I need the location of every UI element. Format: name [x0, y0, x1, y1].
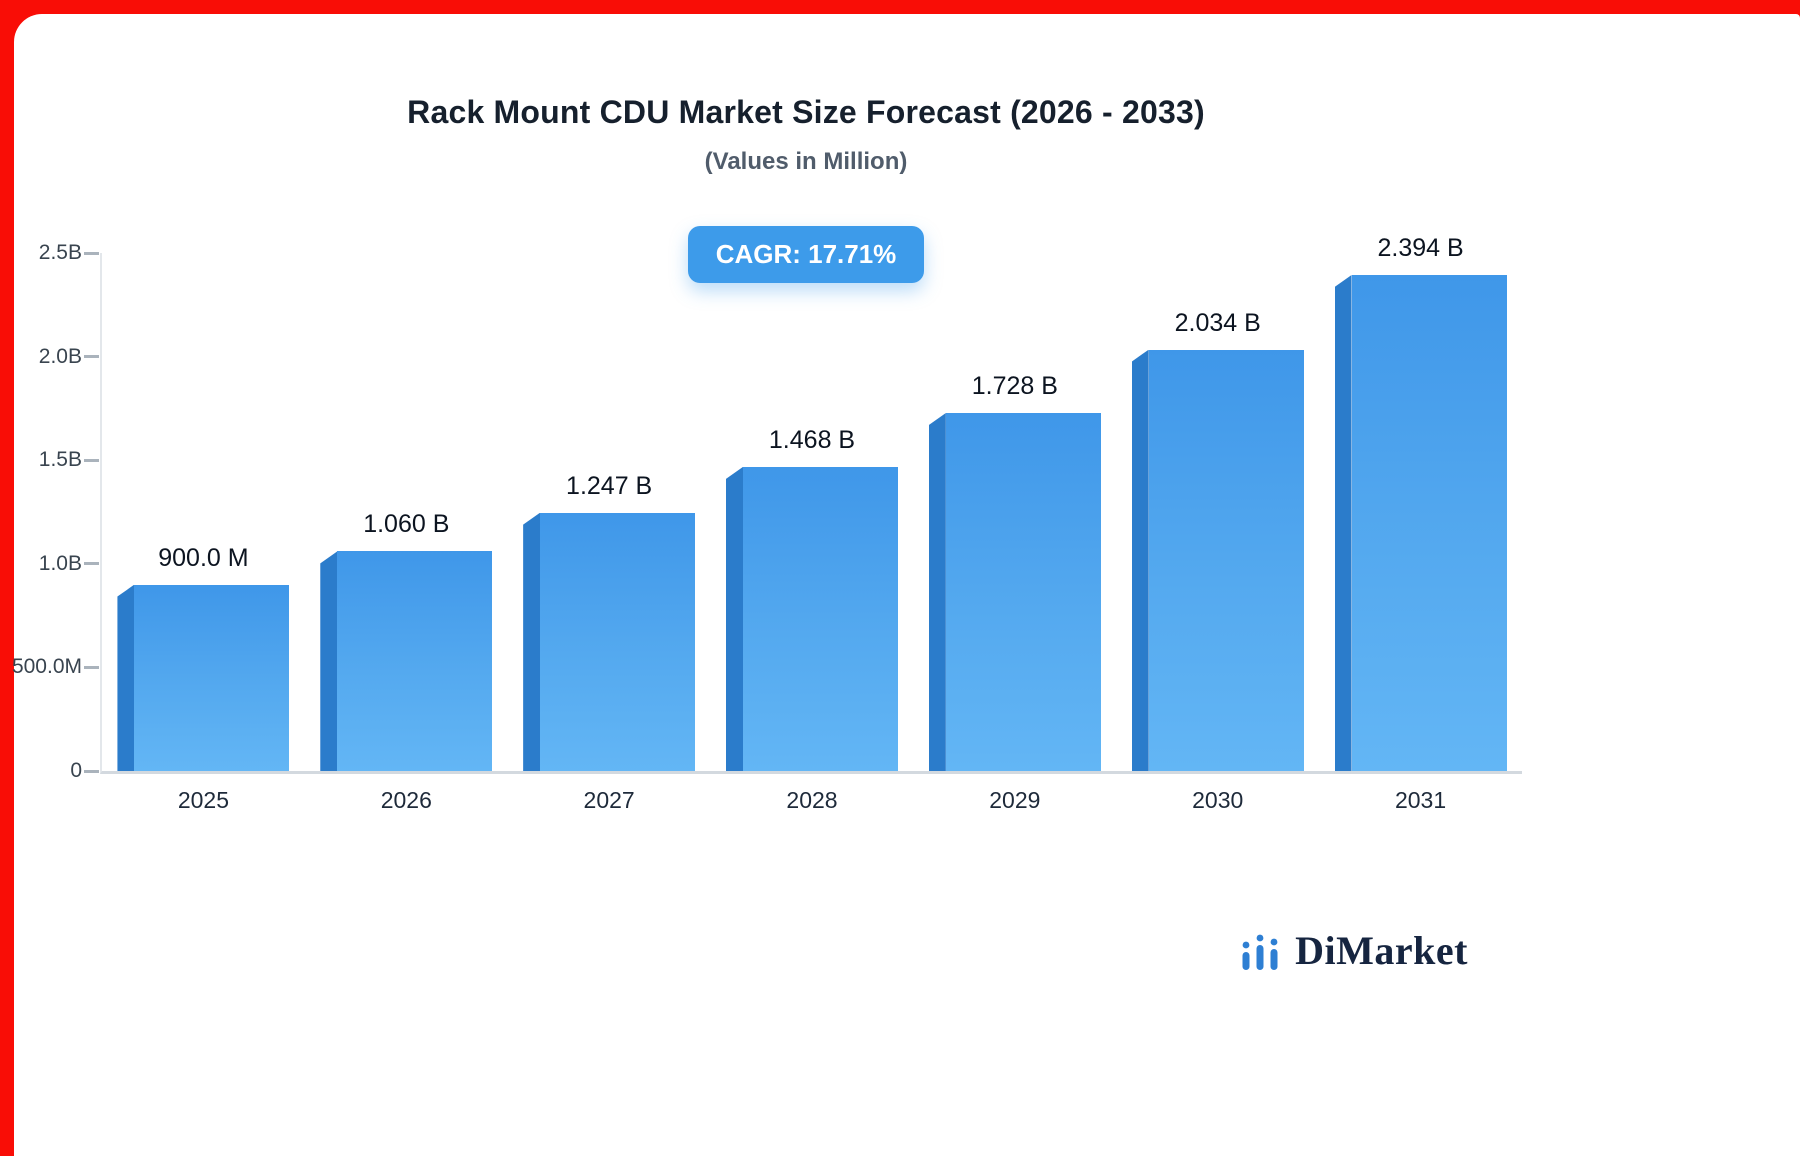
x-axis-label: 2027 — [583, 787, 635, 813]
bar-2030[interactable]: 2.034 B — [1131, 309, 1304, 771]
bar-front-face — [1351, 274, 1507, 771]
y-axis-tick-mark — [84, 251, 99, 255]
x-axis-label: 2025 — [177, 787, 230, 813]
cagr-badge: CAGR: 17.71% — [687, 226, 925, 283]
bar-front-face — [1148, 349, 1304, 771]
y-axis-tick-label: 0 — [70, 759, 82, 782]
x-axis-label: 2030 — [1192, 787, 1244, 813]
cagr-badge-row: CAGR: 17.71% — [14, 226, 1598, 283]
bar-value-label: 2.394 B — [1377, 233, 1464, 262]
bar-side-face — [1334, 274, 1352, 771]
bar-value-label: 1.468 B — [768, 425, 856, 454]
bar-value-label: 1.060 B — [363, 510, 450, 539]
bar-side-face — [320, 551, 338, 771]
bar-side-face — [928, 412, 946, 771]
bar-2026[interactable]: 1.060 B — [320, 510, 493, 771]
y-axis-tick-mark — [84, 562, 99, 566]
bar-value-label: 1.247 B — [566, 471, 653, 500]
x-axis-label: 2028 — [786, 787, 838, 813]
brand-logo: DiMarket — [1237, 927, 1468, 974]
plot-area: 0 500.0M 1.0B 1.5B 2.0B 2.5B 900.0 M 2025 1.060 … — [12, 234, 1522, 813]
bar-front-face — [337, 551, 493, 771]
chart-title: Rack Mount CDU Market Size Forecast (202… — [407, 94, 1205, 130]
bar-value-label: 900.0 M — [158, 543, 249, 572]
bar-front-face — [540, 512, 696, 771]
y-axis-tick-label: 1.0B — [38, 551, 82, 575]
bar-2027[interactable]: 1.247 B — [523, 472, 696, 771]
x-axis-label: 2031 — [1394, 787, 1447, 813]
chart-card: Rack Mount CDU Market Size Forecast (202… — [12, 14, 1800, 1156]
bar-front-face — [945, 412, 1101, 771]
y-axis-tick-mark — [84, 769, 99, 773]
y-axis-tick-mark — [84, 665, 99, 669]
brand-name: DiMarket — [1295, 928, 1468, 973]
bar-value-label: 2.034 B — [1174, 308, 1261, 337]
y-axis-tick-label: 500.0M — [11, 655, 82, 679]
y-axis-tick-mark — [84, 458, 99, 462]
bar-side-face — [523, 512, 541, 771]
bar-front-face — [134, 584, 290, 771]
y-axis-tick-mark — [84, 355, 99, 359]
bar-front-face — [743, 466, 898, 771]
bar-2031[interactable]: 2.394 B — [1334, 234, 1507, 771]
bar-value-label: 1.728 B — [971, 371, 1058, 400]
y-axis-tick-label: 1.5B — [38, 448, 82, 472]
y-axis-tick-label: 2.0B — [38, 344, 82, 368]
bar-2025[interactable]: 900.0 M — [117, 544, 290, 771]
bar-side-face — [726, 466, 743, 771]
bar-2028[interactable]: 1.468 B — [726, 426, 898, 771]
chart-subtitle: (Values in Million) — [704, 148, 908, 175]
x-axis-label: 2029 — [989, 787, 1041, 813]
bar-side-face — [1131, 349, 1149, 771]
y-axis-tick-label: 2.5B — [38, 241, 82, 264]
bar-2029[interactable]: 1.728 B — [928, 372, 1101, 771]
x-axis-label: 2026 — [380, 787, 432, 813]
bar-side-face — [117, 584, 135, 771]
bar-chart-icon — [1237, 928, 1283, 974]
